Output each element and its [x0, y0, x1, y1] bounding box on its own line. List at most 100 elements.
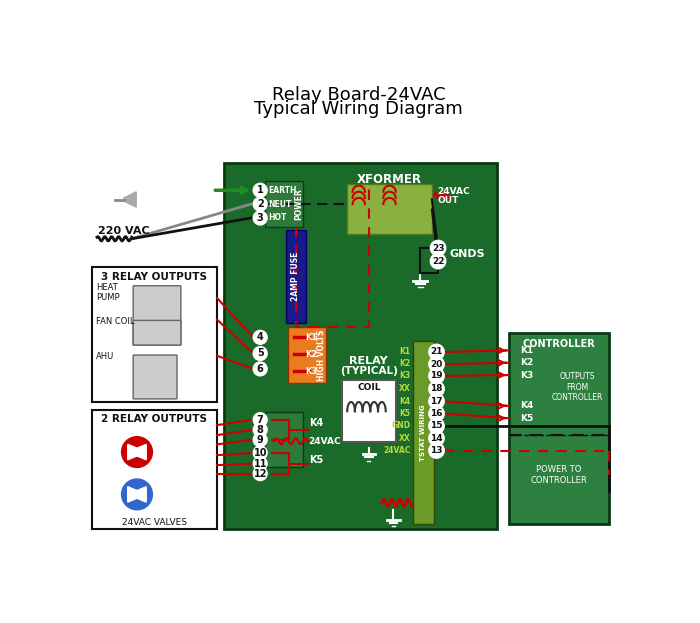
Text: K2: K2: [519, 358, 533, 367]
Text: 23: 23: [432, 244, 444, 252]
Circle shape: [429, 356, 444, 372]
Text: 20: 20: [430, 359, 442, 369]
FancyBboxPatch shape: [413, 341, 434, 525]
Polygon shape: [124, 192, 136, 207]
FancyBboxPatch shape: [133, 286, 181, 345]
Text: K1: K1: [305, 333, 317, 342]
Circle shape: [253, 211, 267, 225]
Text: K3: K3: [519, 371, 533, 379]
Text: 6: 6: [257, 364, 264, 374]
Circle shape: [253, 457, 267, 470]
Text: 8: 8: [257, 425, 264, 435]
Text: COIL: COIL: [357, 383, 381, 392]
Text: OUT: OUT: [438, 196, 458, 205]
Text: K5: K5: [399, 409, 410, 418]
Text: CONTROLLER: CONTROLLER: [523, 340, 595, 350]
Circle shape: [253, 423, 267, 437]
Circle shape: [429, 381, 444, 397]
Text: Relay Board-24VAC: Relay Board-24VAC: [272, 87, 446, 104]
Text: K4: K4: [399, 397, 410, 406]
Text: 24VAC: 24VAC: [438, 188, 470, 196]
FancyBboxPatch shape: [265, 181, 303, 227]
Text: 24VAC: 24VAC: [383, 446, 410, 455]
FancyBboxPatch shape: [342, 381, 395, 442]
Text: K4: K4: [309, 418, 323, 428]
Text: 4: 4: [257, 332, 264, 342]
Text: K2: K2: [305, 350, 317, 359]
Text: 17: 17: [430, 397, 443, 406]
Text: Typical Wiring Diagram: Typical Wiring Diagram: [254, 100, 463, 118]
Text: K4: K4: [519, 401, 533, 411]
Polygon shape: [127, 444, 146, 460]
Circle shape: [430, 240, 446, 255]
Text: 16: 16: [430, 409, 443, 418]
Text: 15: 15: [430, 421, 443, 430]
Circle shape: [253, 413, 267, 427]
Text: K5: K5: [519, 414, 533, 422]
Text: 9: 9: [257, 435, 264, 445]
Text: 24VAC VALVES: 24VAC VALVES: [122, 518, 187, 528]
Text: POWER TO
CONTROLLER: POWER TO CONTROLLER: [531, 465, 587, 485]
Text: 18: 18: [430, 384, 443, 393]
Text: HIGH VOLTS: HIGH VOLTS: [316, 330, 326, 381]
Text: K1: K1: [519, 346, 533, 355]
FancyBboxPatch shape: [288, 327, 326, 383]
Text: EARTH: EARTH: [269, 186, 298, 195]
Text: HOT: HOT: [269, 214, 287, 222]
Circle shape: [429, 368, 444, 384]
Text: NEUT: NEUT: [269, 199, 292, 209]
FancyBboxPatch shape: [347, 184, 432, 234]
Text: 14: 14: [430, 434, 443, 443]
Text: (TYPICAL): (TYPICAL): [340, 366, 398, 376]
FancyBboxPatch shape: [224, 163, 497, 529]
Circle shape: [253, 446, 267, 460]
Text: FAN COIL: FAN COIL: [96, 317, 134, 326]
Circle shape: [253, 433, 267, 447]
Text: XX: XX: [398, 384, 410, 393]
Text: XFORMER: XFORMER: [357, 173, 422, 186]
Text: 19: 19: [430, 371, 443, 380]
Text: 11: 11: [253, 459, 267, 468]
Circle shape: [122, 437, 153, 467]
Text: 7: 7: [257, 415, 264, 425]
Text: 10: 10: [253, 448, 267, 458]
Text: 2 RELAY OUTPUTS: 2 RELAY OUTPUTS: [102, 414, 207, 424]
Text: K5: K5: [309, 455, 323, 465]
Text: 3 RELAY OUTPUTS: 3 RELAY OUTPUTS: [102, 272, 207, 282]
Text: POWER: POWER: [294, 188, 303, 220]
Text: 22: 22: [432, 257, 444, 265]
Text: 220 VAC: 220 VAC: [99, 226, 150, 236]
FancyBboxPatch shape: [92, 410, 217, 529]
Text: 2AMP FUSE: 2AMP FUSE: [291, 252, 300, 301]
Text: 12: 12: [253, 468, 267, 478]
Circle shape: [429, 443, 444, 459]
Circle shape: [429, 406, 444, 421]
Circle shape: [253, 183, 267, 197]
Text: TSTAT WIRING: TSTAT WIRING: [421, 404, 426, 461]
Text: 3: 3: [257, 213, 264, 223]
Text: 13: 13: [430, 446, 443, 455]
Text: 21: 21: [430, 348, 443, 356]
Text: 2: 2: [257, 199, 264, 209]
Circle shape: [122, 479, 153, 510]
Text: HEAT
PUMP: HEAT PUMP: [96, 283, 120, 302]
Circle shape: [429, 345, 444, 359]
Circle shape: [429, 430, 444, 446]
FancyBboxPatch shape: [133, 320, 181, 345]
Circle shape: [429, 394, 444, 409]
Text: 5: 5: [257, 348, 264, 358]
Text: OUTPUTS
FROM
CONTROLLER: OUTPUTS FROM CONTROLLER: [552, 373, 603, 402]
Text: K2: K2: [399, 359, 410, 368]
Polygon shape: [127, 487, 146, 502]
Polygon shape: [127, 487, 146, 502]
Circle shape: [430, 254, 446, 269]
Circle shape: [253, 330, 267, 345]
Text: K1: K1: [399, 348, 410, 356]
Polygon shape: [127, 444, 146, 460]
Text: K3: K3: [399, 371, 410, 379]
FancyBboxPatch shape: [133, 355, 177, 399]
Text: GND: GND: [391, 421, 410, 430]
Circle shape: [253, 467, 267, 480]
FancyBboxPatch shape: [286, 231, 306, 323]
Text: 24VAC: 24VAC: [309, 437, 342, 446]
